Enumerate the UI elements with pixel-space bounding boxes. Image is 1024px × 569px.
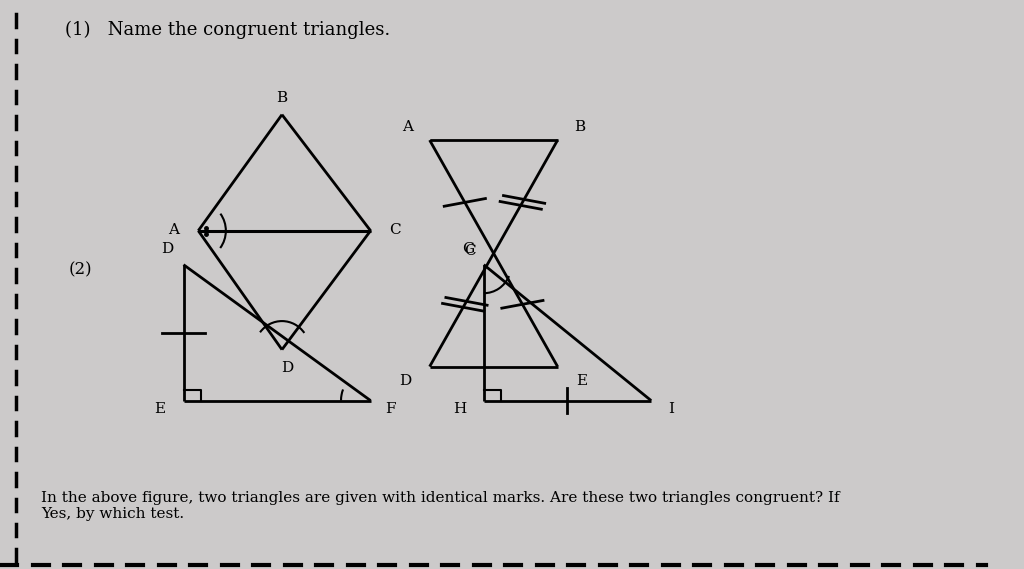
Text: A: A (402, 120, 414, 134)
Text: D: D (281, 361, 293, 375)
Text: E: E (155, 402, 166, 416)
Text: In the above figure, two triangles are given with identical marks. Are these two: In the above figure, two triangles are g… (41, 491, 840, 521)
Text: I: I (668, 402, 674, 416)
Text: D: D (399, 374, 412, 387)
Text: G: G (462, 242, 474, 256)
Text: C: C (389, 222, 401, 237)
Text: B: B (276, 90, 288, 105)
Text: C: C (464, 244, 476, 258)
Text: (2): (2) (69, 262, 92, 279)
Text: D: D (162, 242, 174, 256)
Text: A: A (168, 222, 179, 237)
Text: E: E (577, 374, 588, 387)
Text: (1)   Name the congruent triangles.: (1) Name the congruent triangles. (66, 21, 390, 39)
Text: F: F (385, 402, 395, 416)
Text: H: H (454, 402, 467, 416)
Text: B: B (573, 120, 585, 134)
